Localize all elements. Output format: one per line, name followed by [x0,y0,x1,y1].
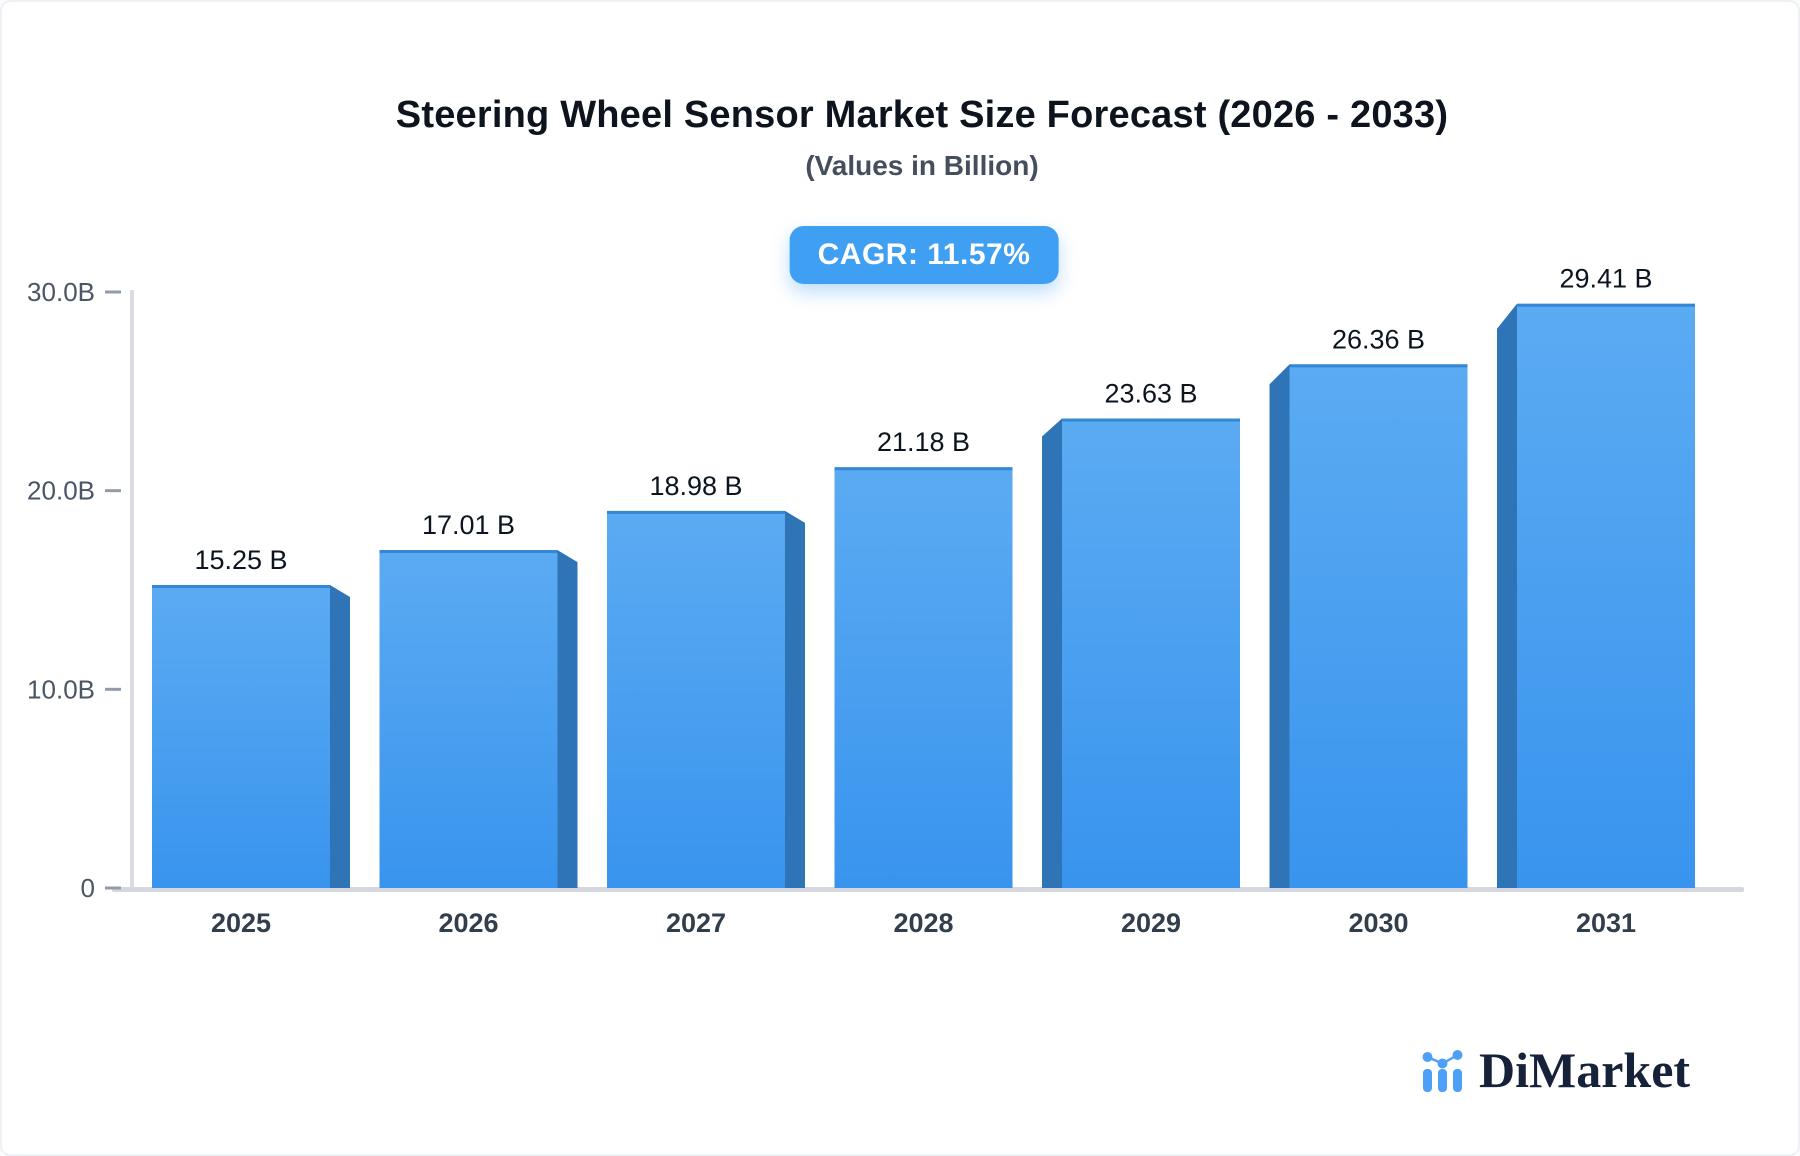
bar-side-2029 [1042,418,1062,888]
x-axis-line [112,887,1744,892]
x-tick-label: 2025 [211,908,271,938]
x-tick-label: 2029 [1121,908,1181,938]
x-tick-label: 2031 [1576,908,1636,938]
bar-top-edge [152,585,330,589]
bar-top-edge [1517,303,1695,307]
bar-top-edge [379,550,558,554]
bar-top-edge [607,510,785,514]
cagr-badge: CAGR: 11.57% [789,226,1059,284]
bar-value-label: 15.25 B [194,545,287,575]
bar-2026 [379,550,558,888]
dimarket-logo: DiMarket [1422,1044,1690,1096]
y-tick-label: 10.0B [27,674,95,704]
bar-2030 [1289,364,1468,888]
bar-2025 [152,585,330,888]
y-tick-label: 30.0B [27,277,95,307]
y-tick-mark [105,687,121,691]
bar-side-2026 [557,550,578,888]
dimarket-logo-text: DiMarket [1479,1042,1691,1098]
bar-side-2031 [1497,303,1517,889]
x-tick-label: 2026 [438,908,498,938]
bar-value-label: 17.01 B [422,510,515,540]
y-tick-label: 20.0B [27,476,95,506]
bar-top-edge [834,467,1013,471]
dimarket-logo-icon [1422,1050,1463,1092]
bar-value-label: 26.36 B [1332,324,1425,354]
y-tick-mark [105,290,121,294]
y-tick-mark [105,489,121,493]
bar-2029 [1062,418,1240,888]
page-title: Steering Wheel Sensor Market Size Foreca… [395,94,1449,136]
bar-top-edge [1062,418,1240,422]
bar-side-2030 [1269,364,1290,888]
x-tick-label: 2027 [666,908,726,938]
chart-subtitle: (Values in Billion) [805,150,1039,181]
x-tick-label: 2028 [893,908,953,938]
bar-chart: 0 10.0B 20.0B 30.0B 15.25 B 2025 17.01 B 2026 18… [27,264,1744,938]
bar-2028 [834,467,1013,888]
bar-value-label: 23.63 B [1104,379,1197,409]
bar-2027 [607,510,785,888]
y-tick-label: 0 [81,873,95,903]
y-tick-mark [105,886,121,890]
bar-2031 [1517,303,1695,889]
x-tick-label: 2030 [1348,908,1408,938]
bar-value-label: 21.18 B [877,427,970,457]
bar-side-2025 [330,585,350,888]
bar-value-label: 29.41 B [1559,264,1652,294]
bar-top-edge [1289,364,1468,368]
bar-value-label: 18.98 B [649,471,742,501]
bar-side-2027 [785,510,805,888]
y-axis-line [130,290,134,888]
